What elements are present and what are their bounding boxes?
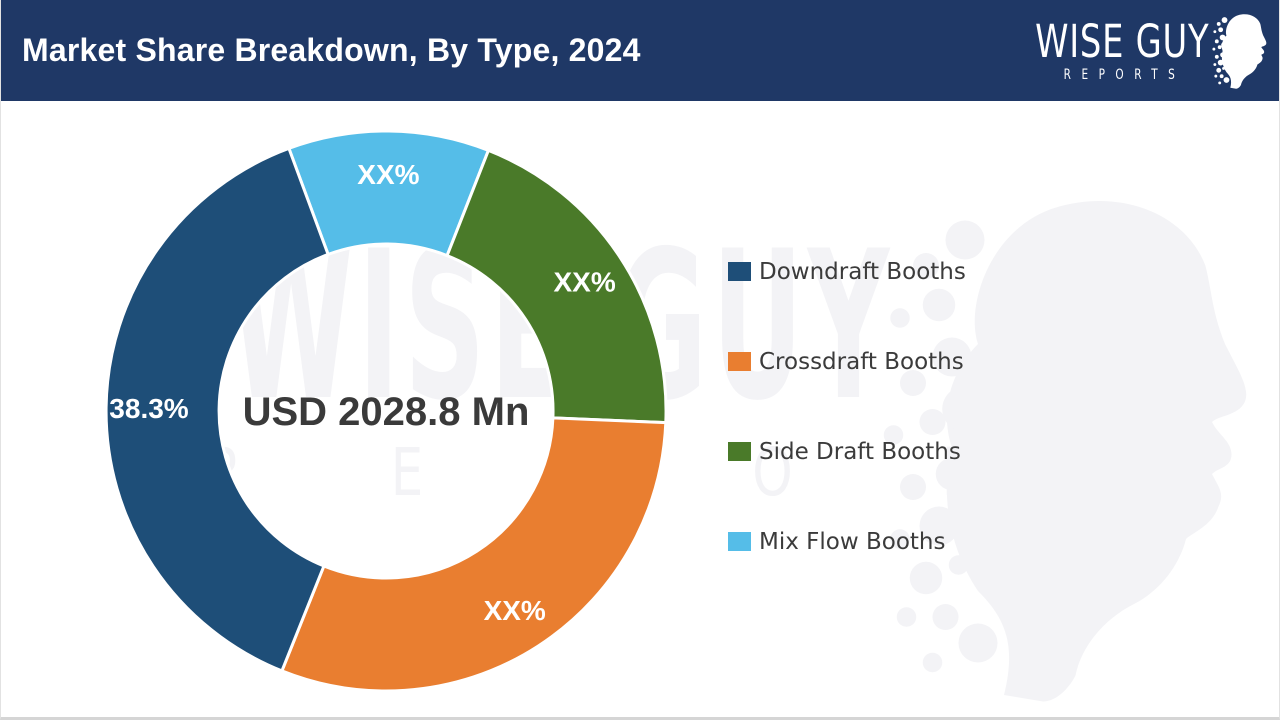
legend-swatch-crossdraft — [728, 352, 751, 371]
logo-face-icon — [1212, 13, 1267, 89]
brand-logo: WISE GUY REPORTS — [977, 12, 1269, 90]
legend-label: Downdraft Booths — [759, 259, 966, 285]
legend-item-downdraft-booths: Downdraft Booths — [728, 258, 966, 286]
donut-segment-crossdraft-booths — [279, 416, 668, 693]
chart-center-value: USD 2028.8 Mn — [243, 390, 530, 434]
legend-swatch-mix-flow — [728, 532, 751, 551]
legend-item-side-draft-booths: Side Draft Booths — [728, 438, 966, 466]
donut-segment-side-draft-booths — [445, 148, 668, 425]
legend-label: Crossdraft Booths — [759, 349, 964, 375]
legend-label: Side Draft Booths — [759, 439, 961, 465]
chart-legend: Downdraft Booths Crossdraft Booths Side … — [728, 258, 966, 618]
legend-swatch-side-draft — [728, 442, 751, 461]
segment-percent-label: XX% — [484, 595, 546, 626]
segment-percent-label: 38.3% — [109, 393, 188, 424]
donut-chart: USD 2028.8 Mn XX% XX% XX% 38.3% — [104, 129, 668, 693]
legend-label: Mix Flow Booths — [759, 529, 946, 555]
legend-item-crossdraft-booths: Crossdraft Booths — [728, 348, 966, 376]
legend-item-mix-flow-booths: Mix Flow Booths — [728, 528, 966, 556]
header-bar: Market Share Breakdown, By Type, 2024 WI… — [1, 0, 1279, 101]
logo-text-block: WISE GUY REPORTS — [1035, 19, 1209, 83]
segment-percent-label: XX% — [553, 267, 615, 298]
logo-subtext: REPORTS — [1063, 66, 1185, 83]
logo-wordmark: WISE GUY — [1034, 14, 1209, 68]
segment-percent-label: XX% — [357, 159, 419, 190]
donut-segment-downdraft-booths — [104, 146, 331, 673]
legend-swatch-downdraft — [728, 262, 751, 281]
page-title: Market Share Breakdown, By Type, 2024 — [22, 32, 641, 68]
